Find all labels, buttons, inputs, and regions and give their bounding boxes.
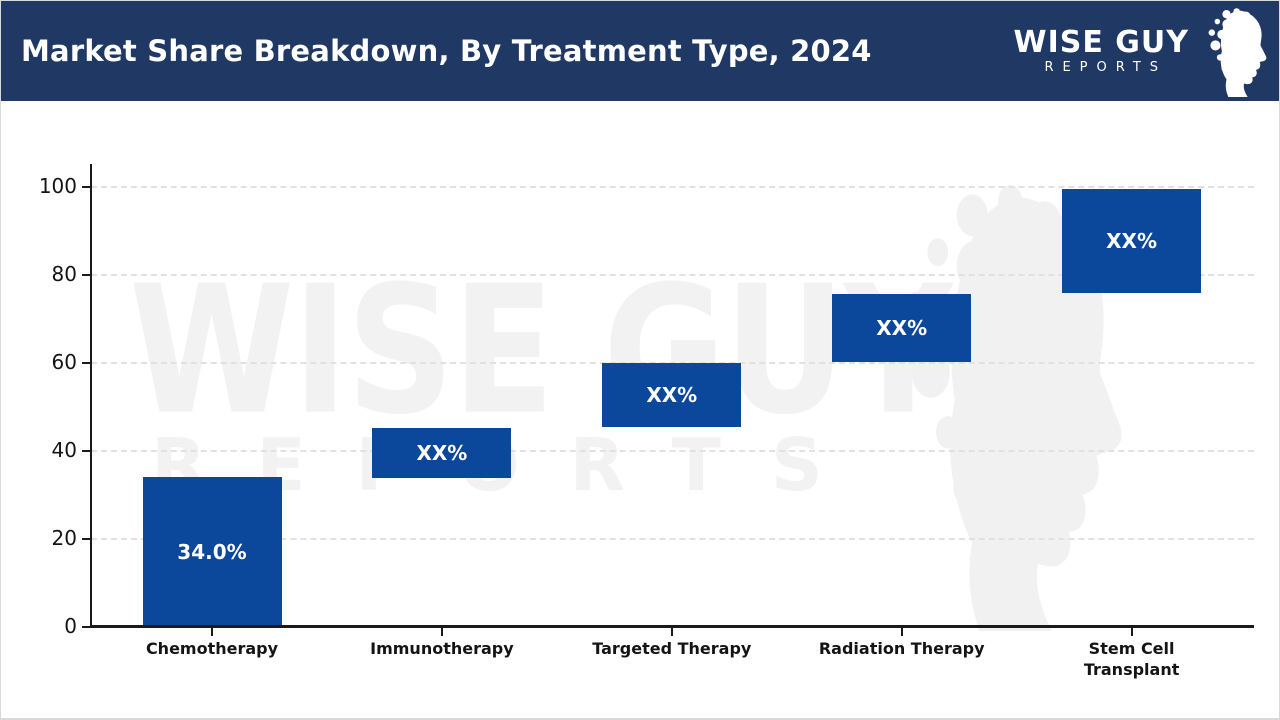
x-axis-tick — [211, 628, 213, 636]
y-axis-tick — [82, 362, 90, 364]
x-axis-tick — [1130, 628, 1133, 636]
logo-line2: REPORTS — [1044, 60, 1168, 75]
bar-chemotherapy — [142, 477, 282, 627]
logo-line1: WISE GUY — [1013, 25, 1189, 60]
bar-immunotherapy — [372, 427, 512, 478]
bar-value-label-chemotherapy: 34.0% — [177, 540, 247, 565]
x-axis-tick — [440, 628, 443, 636]
y-axis-tick-label: 20 — [51, 526, 77, 550]
bar-value-label-immunotherapy: XX% — [416, 440, 468, 465]
y-axis-tick-label: 0 — [64, 614, 77, 638]
y-axis-tick — [82, 274, 90, 276]
y-axis-tick — [82, 186, 90, 188]
y-axis-tick — [82, 450, 90, 452]
x-axis-label-immunotherapy: Immunotherapy — [370, 639, 514, 658]
x-axis-label-chemotherapy: Chemotherapy — [145, 639, 279, 658]
wiseguy-logo-text: WISE GUY REPORTS — [1013, 25, 1189, 75]
y-axis-tick — [82, 538, 90, 540]
x-axis-tick — [900, 628, 903, 636]
gridline-40 — [91, 450, 1254, 452]
y-axis-tick-label: 80 — [51, 262, 77, 286]
x-axis-line — [90, 625, 1254, 628]
bar-stem-cell-transplant — [1062, 189, 1202, 294]
gridline-100 — [91, 186, 1254, 188]
gridline-20 — [91, 538, 1254, 540]
x-axis-label-radiation-therapy: Radiation Therapy — [818, 639, 985, 658]
gridline-80 — [91, 274, 1254, 276]
wiseguy-logo: WISE GUY REPORTS — [1013, 5, 1267, 97]
page-title: Market Share Breakdown, By Treatment Typ… — [21, 34, 872, 68]
y-axis-line — [90, 164, 92, 627]
bar-value-label-radiation-therapy: XX% — [876, 316, 928, 341]
y-axis-tick-label: 40 — [51, 438, 77, 462]
x-axis-label-targeted-therapy: Targeted Therapy — [592, 639, 752, 658]
bar-value-label-targeted-therapy: XX% — [646, 383, 698, 408]
bar-targeted-therapy — [602, 363, 742, 427]
y-axis-tick-label: 100 — [38, 174, 77, 198]
gridline-60 — [91, 362, 1254, 364]
bar-radiation-therapy — [832, 294, 972, 363]
bar-value-label-stem-cell-transplant: XX% — [1106, 229, 1158, 254]
x-axis-label-stem-cell-transplant: Stem Cell Transplant — [1083, 639, 1180, 679]
y-axis-tick-label: 60 — [51, 350, 77, 374]
watermark-wiseguy-text: WISE GUY — [129, 248, 953, 455]
header: Market Share Breakdown, By Treatment Typ… — [1, 1, 1279, 101]
y-axis-tick — [82, 626, 90, 628]
x-axis-tick — [670, 628, 673, 636]
